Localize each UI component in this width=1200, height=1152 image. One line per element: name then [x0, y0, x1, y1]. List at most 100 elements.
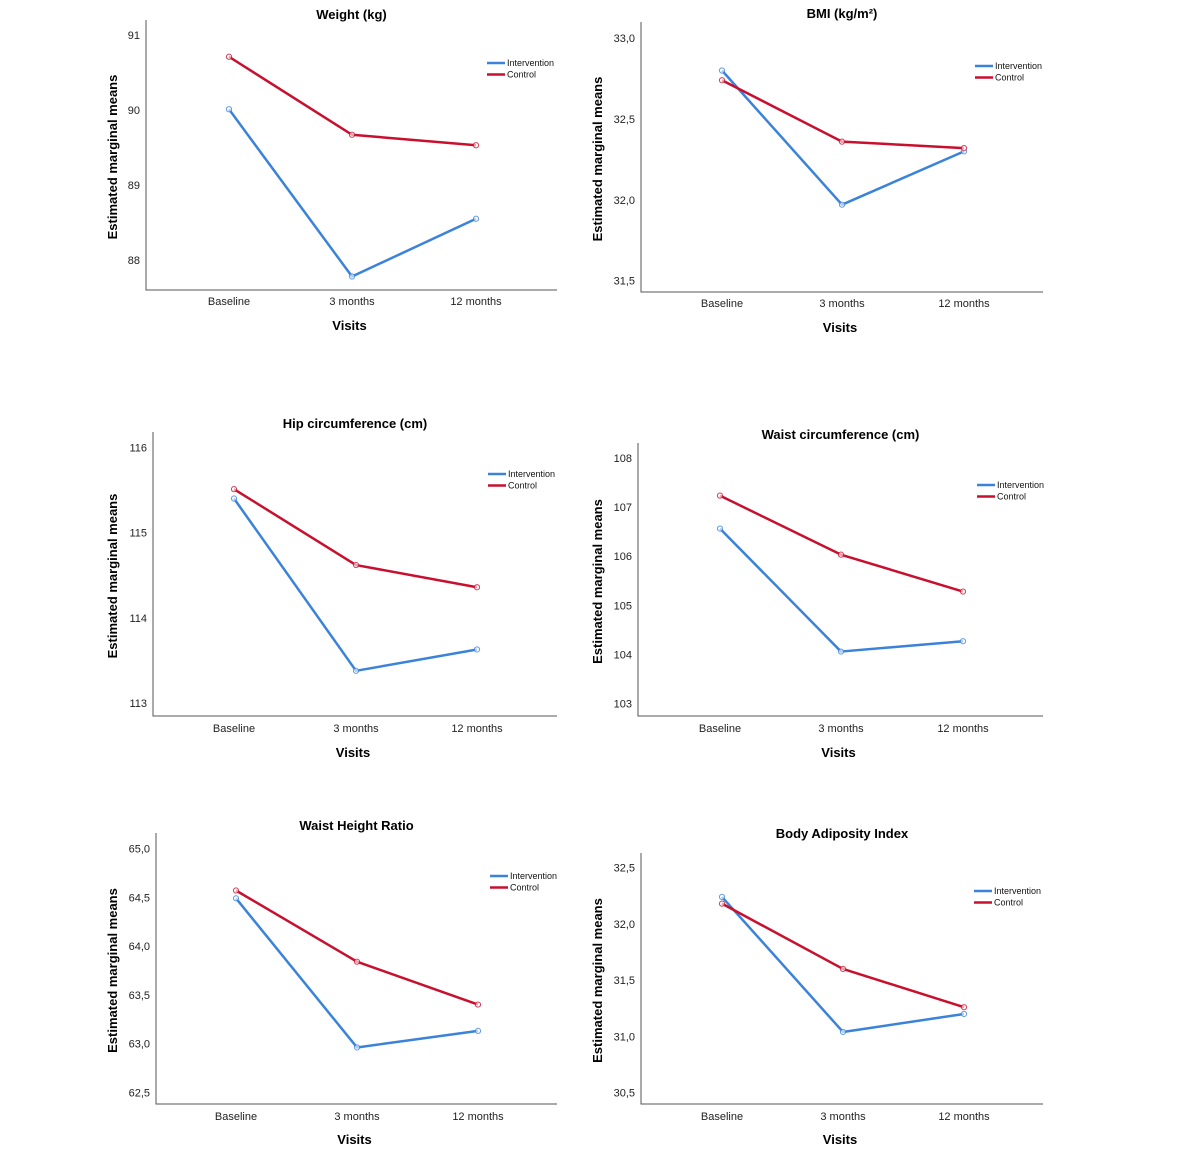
- y-tick-label: 32,5: [614, 114, 635, 126]
- x-tick-label: Baseline: [213, 723, 255, 735]
- data-point-control: [225, 53, 233, 60]
- x-tick-label: Baseline: [208, 296, 250, 308]
- y-tick-label: 105: [614, 600, 632, 612]
- y-tick-label: 32,0: [614, 919, 635, 931]
- x-tick-label: Baseline: [701, 298, 743, 310]
- data-point-intervention: [474, 1027, 482, 1034]
- data-point-control: [960, 1004, 968, 1011]
- data-point-intervention: [838, 201, 846, 208]
- x-axis-title: Visits: [332, 318, 366, 333]
- y-tick-label: 31,0: [614, 1031, 635, 1043]
- x-axis-title: Visits: [823, 320, 857, 335]
- data-point-control: [474, 1001, 482, 1008]
- data-point-intervention: [716, 525, 724, 532]
- series-line-intervention: [719, 527, 964, 653]
- chart-panel: Waist Height Ratio 62,5 63,0 63,5 64,0 64,5 65…: [105, 818, 557, 1147]
- axis-frame: [640, 853, 1043, 1105]
- y-tick-label: 108: [614, 453, 632, 465]
- chart-panel: Weight (kg) 88 89 90 91 Baseline 3 months 12 mo…: [105, 7, 557, 333]
- y-tick-label: 91: [128, 30, 140, 42]
- y-tick-label: 113: [129, 698, 147, 710]
- legend: Intervention Control: [488, 469, 555, 491]
- legend: Intervention Control: [974, 886, 1041, 908]
- legend-label: Control: [508, 481, 537, 491]
- x-tick-label: 12 months: [938, 1111, 990, 1123]
- y-tick-label: 32,5: [614, 863, 635, 875]
- data-point-control: [472, 142, 480, 149]
- chart-panel: Body Adiposity Index 30,5 31,0 31,5 32,0 32,5…: [590, 826, 1043, 1147]
- x-tick-label: 12 months: [938, 298, 990, 310]
- axis-frame: [155, 833, 557, 1105]
- chart-title: Weight (kg): [316, 7, 387, 22]
- y-tick-label: 115: [129, 528, 147, 540]
- y-axis-title: Estimated marginal means: [590, 898, 605, 1063]
- data-point-control: [959, 588, 967, 595]
- y-axis-title: Estimated marginal means: [105, 494, 120, 659]
- y-tick-label: 64,0: [129, 941, 150, 953]
- data-point-control: [353, 958, 361, 965]
- legend-label: Intervention: [508, 469, 555, 479]
- data-point-control: [837, 551, 845, 558]
- x-tick-label: 12 months: [451, 723, 503, 735]
- chart-panel: Waist circumference (cm) 103 104 105 106 107 1…: [590, 427, 1044, 760]
- data-point-intervention: [232, 895, 240, 902]
- x-tick-label: 3 months: [820, 1111, 866, 1123]
- y-tick-label: 62,5: [129, 1087, 150, 1099]
- y-tick-label: 107: [614, 502, 632, 514]
- y-tick-label: 103: [614, 699, 632, 711]
- data-point-intervention: [718, 893, 726, 900]
- data-point-intervention: [348, 273, 356, 280]
- x-axis-title: Visits: [823, 1132, 857, 1147]
- legend-label: Control: [510, 883, 539, 893]
- y-tick-label: 31,5: [614, 975, 635, 987]
- data-point-intervention: [230, 495, 238, 502]
- chart-title: Waist Height Ratio: [299, 818, 413, 833]
- legend-label: Intervention: [510, 871, 557, 881]
- y-tick-label: 30,5: [614, 1088, 635, 1100]
- data-point-control: [718, 77, 726, 84]
- y-tick-label: 32,0: [614, 195, 635, 207]
- x-tick-label: 12 months: [450, 296, 502, 308]
- x-tick-label: Baseline: [215, 1111, 257, 1123]
- data-point-control: [716, 492, 724, 499]
- series-line-control: [719, 494, 964, 593]
- y-tick-label: 88: [128, 255, 140, 267]
- chart-title: Waist circumference (cm): [762, 427, 920, 442]
- chart-panel: BMI (kg/m²) 31,5 32,0 32,5 33,0 Baseline 3 mon…: [590, 6, 1043, 335]
- data-point-intervention: [959, 638, 967, 645]
- data-point-control: [232, 887, 240, 894]
- x-tick-label: 3 months: [333, 723, 379, 735]
- data-point-intervention: [353, 1044, 361, 1051]
- legend: Intervention Control: [975, 61, 1042, 83]
- x-tick-label: 3 months: [329, 296, 375, 308]
- legend-label: Control: [994, 898, 1023, 908]
- x-tick-label: Baseline: [699, 723, 741, 735]
- legend-label: Intervention: [507, 58, 554, 68]
- x-axis-title: Visits: [336, 745, 370, 760]
- chart-title: Body Adiposity Index: [776, 826, 909, 841]
- y-tick-label: 65,0: [129, 844, 150, 856]
- legend-label: Control: [995, 73, 1024, 83]
- data-point-control: [838, 138, 846, 145]
- legend-label: Control: [997, 492, 1026, 502]
- x-tick-label: 3 months: [818, 723, 864, 735]
- y-tick-label: 31,5: [614, 276, 635, 288]
- legend: Intervention Control: [977, 480, 1044, 502]
- data-point-intervention: [473, 646, 481, 653]
- legend: Intervention Control: [490, 871, 557, 893]
- legend-label: Intervention: [994, 886, 1041, 896]
- series-line-control: [233, 488, 478, 589]
- data-point-control: [348, 131, 356, 138]
- series-line-intervention: [721, 896, 965, 1034]
- y-tick-label: 63,0: [129, 1039, 150, 1051]
- series-line-control: [721, 79, 965, 150]
- x-axis-title: Visits: [821, 745, 855, 760]
- series-line-intervention: [232, 497, 478, 673]
- y-tick-label: 89: [128, 180, 140, 192]
- y-axis-title: Estimated marginal means: [105, 75, 120, 240]
- legend-label: Control: [507, 70, 536, 80]
- y-tick-label: 104: [614, 650, 632, 662]
- y-tick-label: 116: [129, 442, 147, 454]
- axis-frame: [640, 22, 1043, 293]
